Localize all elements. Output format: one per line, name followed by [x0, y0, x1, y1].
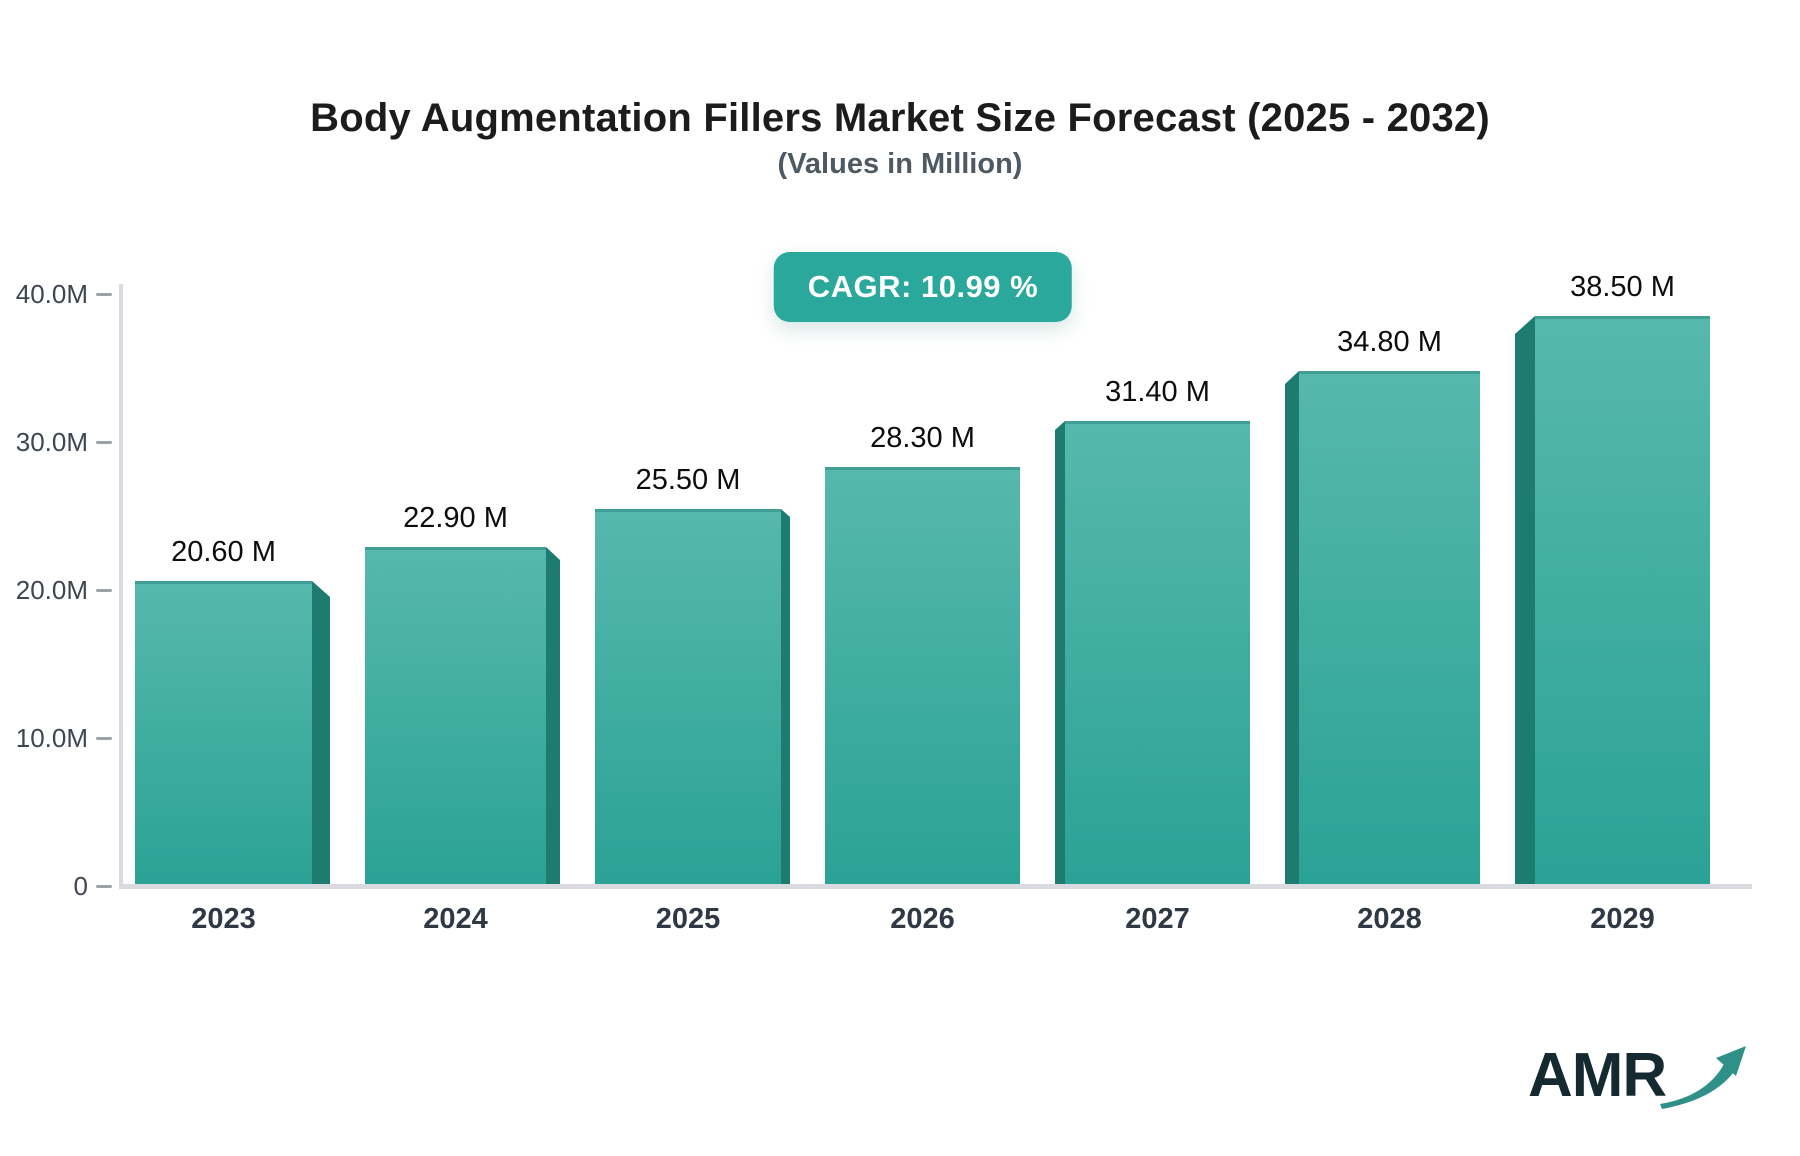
value-label-2024: 22.90 M — [403, 502, 508, 534]
value-label-2026: 28.30 M — [870, 422, 975, 454]
category-label-2023: 2023 — [191, 903, 256, 935]
category-label-2026: 2026 — [890, 903, 955, 935]
ytick-label-20.0M: 20.0M — [15, 575, 88, 605]
category-label-2029: 2029 — [1590, 903, 1655, 935]
growth-arrow-icon — [1660, 1046, 1746, 1109]
ytick-label-10.0M: 10.0M — [15, 723, 88, 753]
bar-side-2023 — [312, 581, 330, 886]
value-label-2023: 20.60 M — [171, 536, 276, 568]
bar-side-2025 — [781, 509, 790, 886]
ytick-mark — [96, 441, 112, 444]
category-label-2028: 2028 — [1357, 903, 1422, 935]
bar-2023 — [135, 581, 312, 886]
bar-side-2024 — [546, 547, 560, 886]
bar-top-edge-2026 — [825, 467, 1020, 470]
value-label-2025: 25.50 M — [635, 464, 741, 496]
amr-logo-text: AMR — [1528, 1041, 1667, 1110]
bar-top-edge-2024 — [365, 547, 546, 550]
bar-2024 — [365, 547, 546, 886]
bar-top-edge-2023 — [135, 581, 312, 584]
y-axis-line — [119, 284, 123, 889]
bar-2029 — [1535, 316, 1710, 886]
category-label-2025: 2025 — [655, 903, 721, 935]
bar-2025 — [595, 509, 781, 886]
value-label-2029: 38.50 M — [1570, 271, 1675, 303]
cagr-badge: CAGR: 10.99 % — [773, 252, 1073, 322]
value-label-2027: 31.40 M — [1105, 376, 1210, 408]
category-label-2024: 2024 — [423, 903, 488, 935]
x-axis-line — [119, 884, 1752, 889]
ytick-mark — [96, 885, 112, 888]
category-label-2027: 2027 — [1125, 903, 1190, 935]
bar-2027 — [1065, 421, 1250, 886]
ytick-mark — [96, 589, 112, 592]
bar-top-edge-2027 — [1065, 421, 1250, 424]
ytick-mark — [96, 293, 112, 296]
bar-top-edge-2028 — [1299, 371, 1480, 374]
bar-2028 — [1299, 371, 1480, 886]
bar-top-edge-2025 — [595, 509, 781, 512]
bar-top-edge-2029 — [1535, 316, 1710, 319]
bar-side-2029 — [1515, 316, 1535, 886]
ytick-label-40.0M: 40.0M — [15, 279, 88, 309]
value-label-2028: 34.80 M — [1337, 326, 1442, 358]
ytick-label-0: 0 — [73, 871, 88, 901]
bar-side-2027 — [1055, 421, 1065, 886]
ytick-label-30.0M: 30.0M — [15, 427, 88, 457]
bar-side-2028 — [1285, 371, 1299, 886]
ytick-mark — [96, 737, 112, 740]
bar-2026 — [825, 467, 1020, 886]
amr-logo: AMR — [1528, 1032, 1748, 1122]
chart-subtitle: (Values in Million) — [777, 148, 1023, 180]
chart-title: Body Augmentation Fillers Market Size Fo… — [310, 96, 1490, 140]
